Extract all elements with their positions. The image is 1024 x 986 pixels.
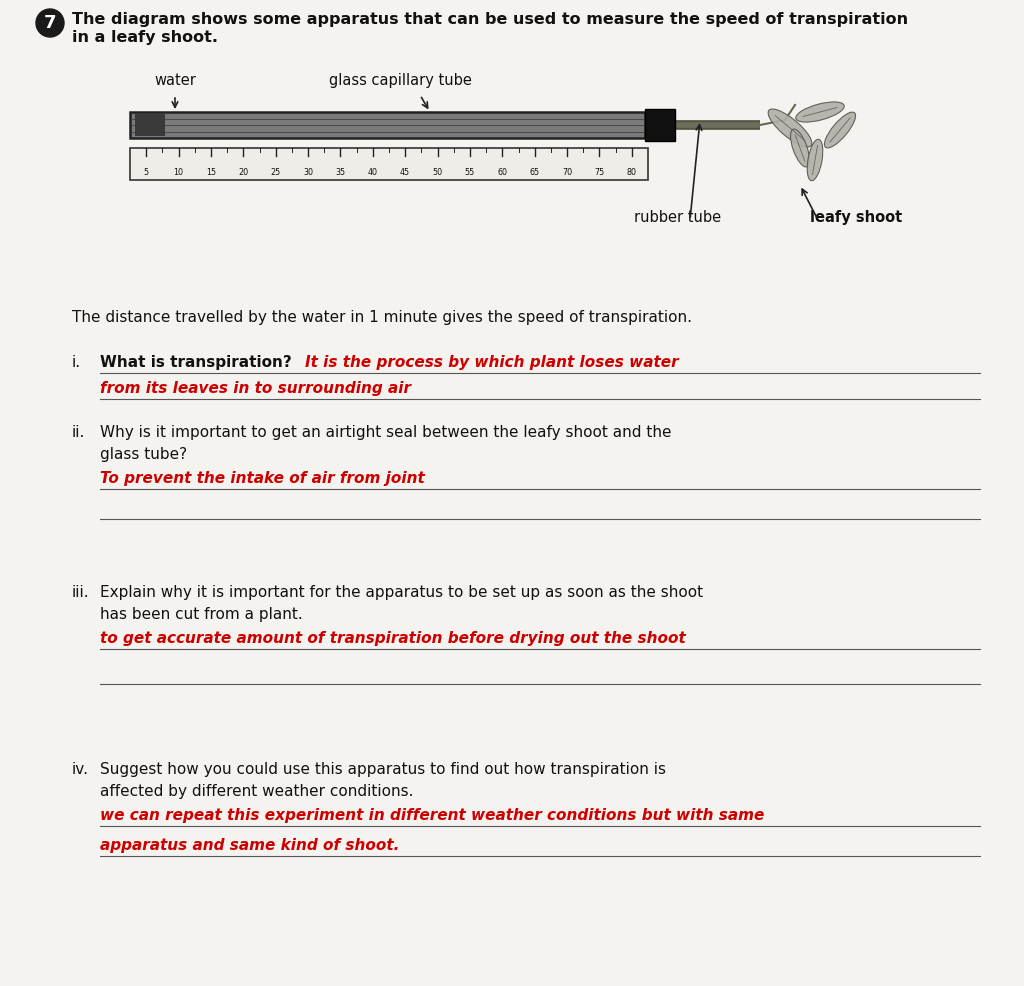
Circle shape <box>36 9 63 37</box>
Text: 10: 10 <box>173 168 183 177</box>
Text: from its leaves in to surrounding air: from its leaves in to surrounding air <box>100 381 411 396</box>
Text: The distance travelled by the water in 1 minute gives the speed of transpiration: The distance travelled by the water in 1… <box>72 310 692 325</box>
Ellipse shape <box>768 109 812 147</box>
Bar <box>645 109 675 141</box>
Text: 50: 50 <box>432 168 442 177</box>
Text: iv.: iv. <box>72 762 89 777</box>
Text: apparatus and same kind of shoot.: apparatus and same kind of shoot. <box>100 838 399 853</box>
Text: 25: 25 <box>270 168 281 177</box>
Ellipse shape <box>796 102 844 122</box>
Text: 80: 80 <box>627 168 637 177</box>
Text: leafy shoot: leafy shoot <box>810 210 902 225</box>
Text: to get accurate amount of transpiration before drying out the shoot: to get accurate amount of transpiration … <box>100 631 686 646</box>
Text: Why is it important to get an airtight seal between the leafy shoot and the: Why is it important to get an airtight s… <box>100 425 672 440</box>
Text: It is the process by which plant loses water: It is the process by which plant loses w… <box>305 355 679 370</box>
Text: 30: 30 <box>303 168 313 177</box>
Text: iii.: iii. <box>72 585 90 600</box>
Text: Explain why it is important for the apparatus to be set up as soon as the shoot: Explain why it is important for the appa… <box>100 585 703 600</box>
Text: 5: 5 <box>143 168 148 177</box>
Text: 55: 55 <box>465 168 475 177</box>
Text: we can repeat this experiment in different weather conditions but with same: we can repeat this experiment in differe… <box>100 808 764 823</box>
Ellipse shape <box>824 112 856 148</box>
Text: affected by different weather conditions.: affected by different weather conditions… <box>100 784 414 799</box>
Text: 15: 15 <box>206 168 216 177</box>
Text: i.: i. <box>72 355 81 370</box>
Text: 35: 35 <box>336 168 345 177</box>
Ellipse shape <box>807 139 823 180</box>
Text: glass capillary tube: glass capillary tube <box>329 73 471 88</box>
Bar <box>135 114 165 136</box>
Text: 7: 7 <box>44 14 56 32</box>
Text: 45: 45 <box>400 168 411 177</box>
Text: What is transpiration?: What is transpiration? <box>100 355 292 370</box>
Text: To prevent the intake of air from joint: To prevent the intake of air from joint <box>100 471 425 486</box>
Text: The diagram shows some apparatus that can be used to measure the speed of transp: The diagram shows some apparatus that ca… <box>72 12 908 27</box>
Text: 20: 20 <box>239 168 249 177</box>
Text: 40: 40 <box>368 168 378 177</box>
Bar <box>130 112 645 138</box>
Text: in a leafy shoot.: in a leafy shoot. <box>72 30 218 45</box>
Text: rubber tube: rubber tube <box>635 210 722 225</box>
Text: 70: 70 <box>562 168 572 177</box>
Text: water: water <box>154 73 196 88</box>
Text: 65: 65 <box>529 168 540 177</box>
Ellipse shape <box>791 129 810 167</box>
Text: glass tube?: glass tube? <box>100 447 187 462</box>
Text: ii.: ii. <box>72 425 85 440</box>
Bar <box>130 148 648 180</box>
Text: 75: 75 <box>594 168 604 177</box>
Text: has been cut from a plant.: has been cut from a plant. <box>100 607 303 622</box>
Text: 60: 60 <box>498 168 507 177</box>
Text: Suggest how you could use this apparatus to find out how transpiration is: Suggest how you could use this apparatus… <box>100 762 666 777</box>
